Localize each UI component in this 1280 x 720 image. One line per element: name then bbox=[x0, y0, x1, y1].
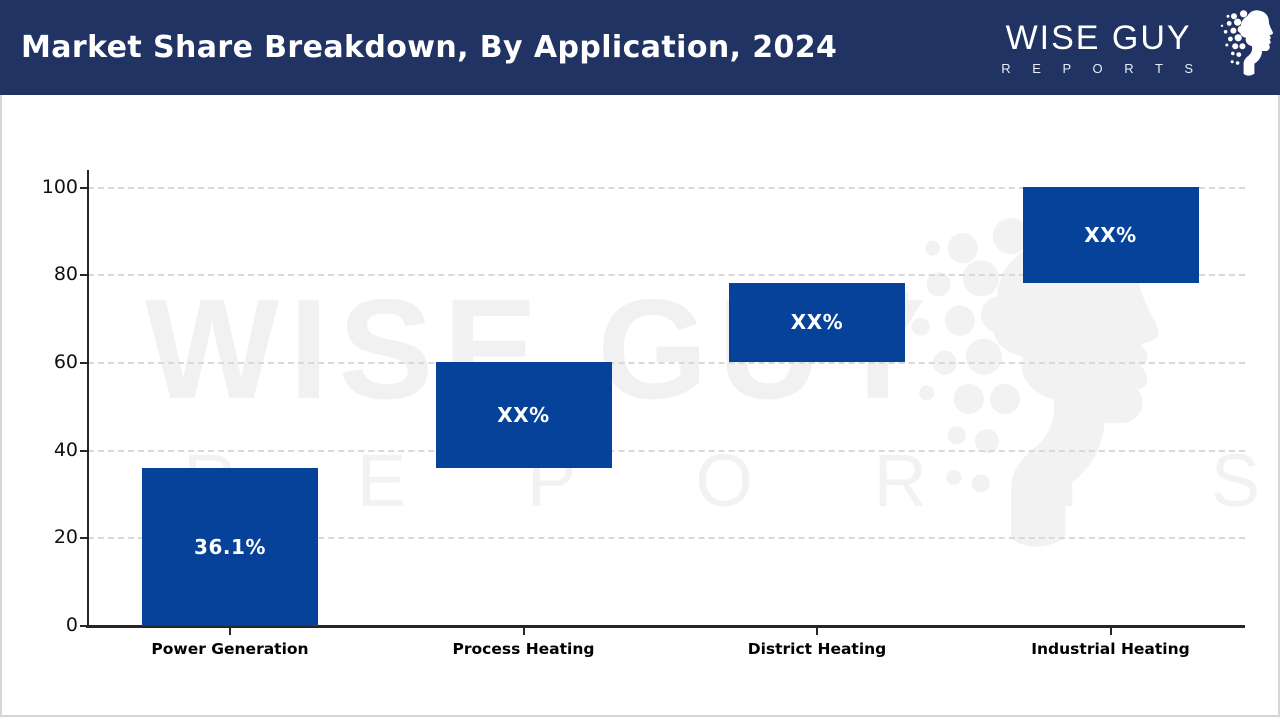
y-tick-mark bbox=[80, 186, 87, 189]
x-tick-mark bbox=[1109, 628, 1112, 635]
y-tick-label: 40 bbox=[53, 438, 78, 461]
bar-value-label: 36.1% bbox=[194, 534, 266, 559]
logo-subtext: R E P O R T S bbox=[1001, 61, 1202, 76]
logo-text: WISE GUY R E P O R T S bbox=[995, 19, 1202, 76]
gridline bbox=[88, 537, 1245, 540]
y-tick-mark bbox=[80, 449, 87, 452]
category-label: Power Generation bbox=[151, 640, 309, 658]
x-tick-mark bbox=[522, 628, 525, 635]
y-tick-mark bbox=[80, 274, 87, 277]
x-tick-mark bbox=[229, 628, 231, 635]
y-axis-line bbox=[87, 170, 89, 626]
wiseguy-logo: WISE GUY R E P O R T S bbox=[995, 0, 1278, 95]
y-tick-label: 60 bbox=[53, 350, 78, 373]
bar-value-label: XX% bbox=[790, 310, 844, 335]
category-label: Industrial Heating bbox=[1031, 640, 1190, 658]
x-tick-mark bbox=[816, 628, 818, 635]
header-band: Market Share Breakdown, By Application, … bbox=[0, 0, 1280, 95]
bar-segment: XX% bbox=[1022, 186, 1199, 284]
gridline bbox=[88, 361, 1245, 364]
y-tick-mark bbox=[80, 537, 87, 540]
y-tick-mark bbox=[80, 361, 87, 364]
bar-value-label: XX% bbox=[1084, 222, 1137, 247]
y-tick-label: 20 bbox=[53, 526, 78, 549]
bar-segment: 36.1% bbox=[142, 467, 318, 626]
gridline bbox=[88, 186, 1245, 189]
logo-wordmark: WISE GUY bbox=[1005, 19, 1192, 57]
y-tick-label: 100 bbox=[41, 175, 78, 198]
y-tick-label: 0 bbox=[65, 614, 78, 636]
y-tick-label: 80 bbox=[53, 263, 78, 286]
bar-segment: XX% bbox=[729, 283, 905, 362]
bar-segment: XX% bbox=[435, 362, 612, 468]
gridline bbox=[88, 449, 1245, 452]
category-label: Process Heating bbox=[452, 640, 595, 658]
chart-title: Market Share Breakdown, By Application, … bbox=[21, 30, 838, 65]
gridline bbox=[88, 274, 1245, 277]
bar-value-label: XX% bbox=[497, 403, 550, 428]
y-tick-mark bbox=[80, 625, 87, 627]
x-axis-line bbox=[86, 625, 1245, 628]
category-label: District Heating bbox=[747, 640, 887, 658]
